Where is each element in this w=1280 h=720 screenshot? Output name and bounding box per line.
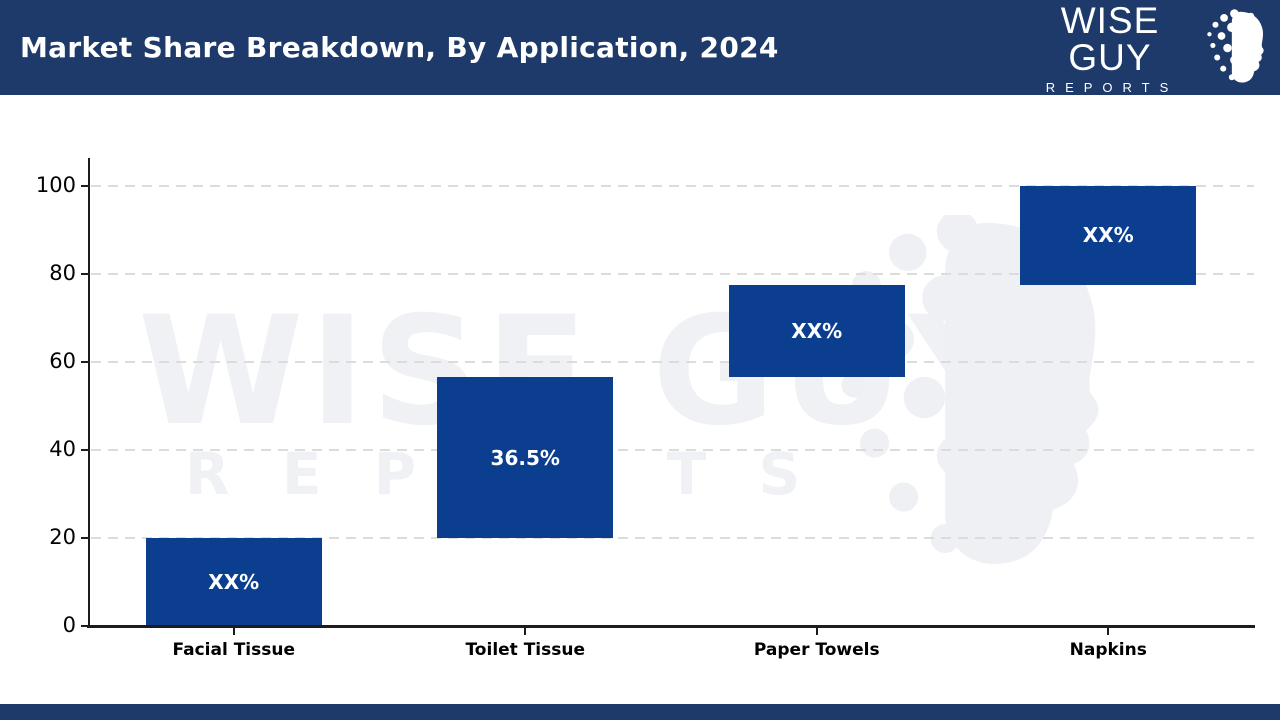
page-title: Market Share Breakdown, By Application, …: [20, 31, 779, 64]
x-axis-line: [87, 625, 1255, 628]
wiseguy-logo-text: WISE GUY REPORTS: [1018, 2, 1202, 94]
y-axis-tick-mark: [81, 185, 89, 187]
footer-bar: [0, 704, 1280, 720]
x-axis-tick-mark: [524, 628, 527, 635]
gridline: [91, 537, 1254, 539]
wiseguy-logo-subtitle: REPORTS: [1045, 80, 1179, 95]
x-axis-tick-mark: [232, 628, 235, 635]
wiseguy-logo: WISE GUY REPORTS: [1018, 2, 1268, 94]
bar-value-label: 36.5%: [490, 445, 560, 470]
gridline: [91, 185, 1254, 187]
y-axis-tick-label: 40: [49, 437, 76, 461]
bar-value-label: XX%: [1082, 223, 1134, 248]
y-axis-tick-mark: [81, 449, 89, 451]
bar-value-label: XX%: [791, 318, 843, 343]
watermark-face-icon: [826, 215, 1099, 564]
x-axis-category-label: Facial Tissue: [172, 640, 295, 660]
y-axis-tick-mark: [81, 273, 89, 275]
x-axis-tick-mark: [815, 628, 818, 635]
bar: XX%: [145, 538, 322, 626]
y-axis-tick-label: 0: [62, 613, 76, 637]
y-axis-tick-mark: [81, 537, 89, 539]
wiseguy-logo-name: WISE GUY: [1060, 0, 1160, 78]
x-axis-category-label: Napkins: [1069, 640, 1147, 660]
bar-value-label: XX%: [208, 570, 260, 594]
x-axis-category-label: Toilet Tissue: [465, 640, 586, 660]
x-axis-category-label: Paper Towels: [753, 640, 880, 660]
y-axis-tick-label: 60: [49, 349, 76, 373]
y-axis-tick-mark: [81, 625, 89, 627]
bar: XX%: [728, 284, 905, 378]
y-axis-tick-mark: [81, 361, 89, 363]
y-axis-tick-label: 80: [49, 261, 76, 285]
bar: XX%: [1020, 186, 1197, 285]
wiseguy-face-logo-icon: [1207, 9, 1264, 83]
y-axis-tick-label: 100: [35, 173, 76, 197]
x-axis-tick-mark: [1107, 628, 1110, 635]
header-bar: Market Share Breakdown, By Application, …: [0, 0, 1280, 95]
chart-area: WISE GUY R E P O R T S 020406080100XX%36…: [0, 95, 1280, 704]
y-axis-line: [88, 158, 90, 628]
y-axis-tick-label: 20: [49, 525, 76, 549]
gridline: [91, 273, 1254, 275]
bar: 36.5%: [437, 377, 614, 538]
gridline: [91, 449, 1254, 451]
gridline: [91, 361, 1254, 363]
